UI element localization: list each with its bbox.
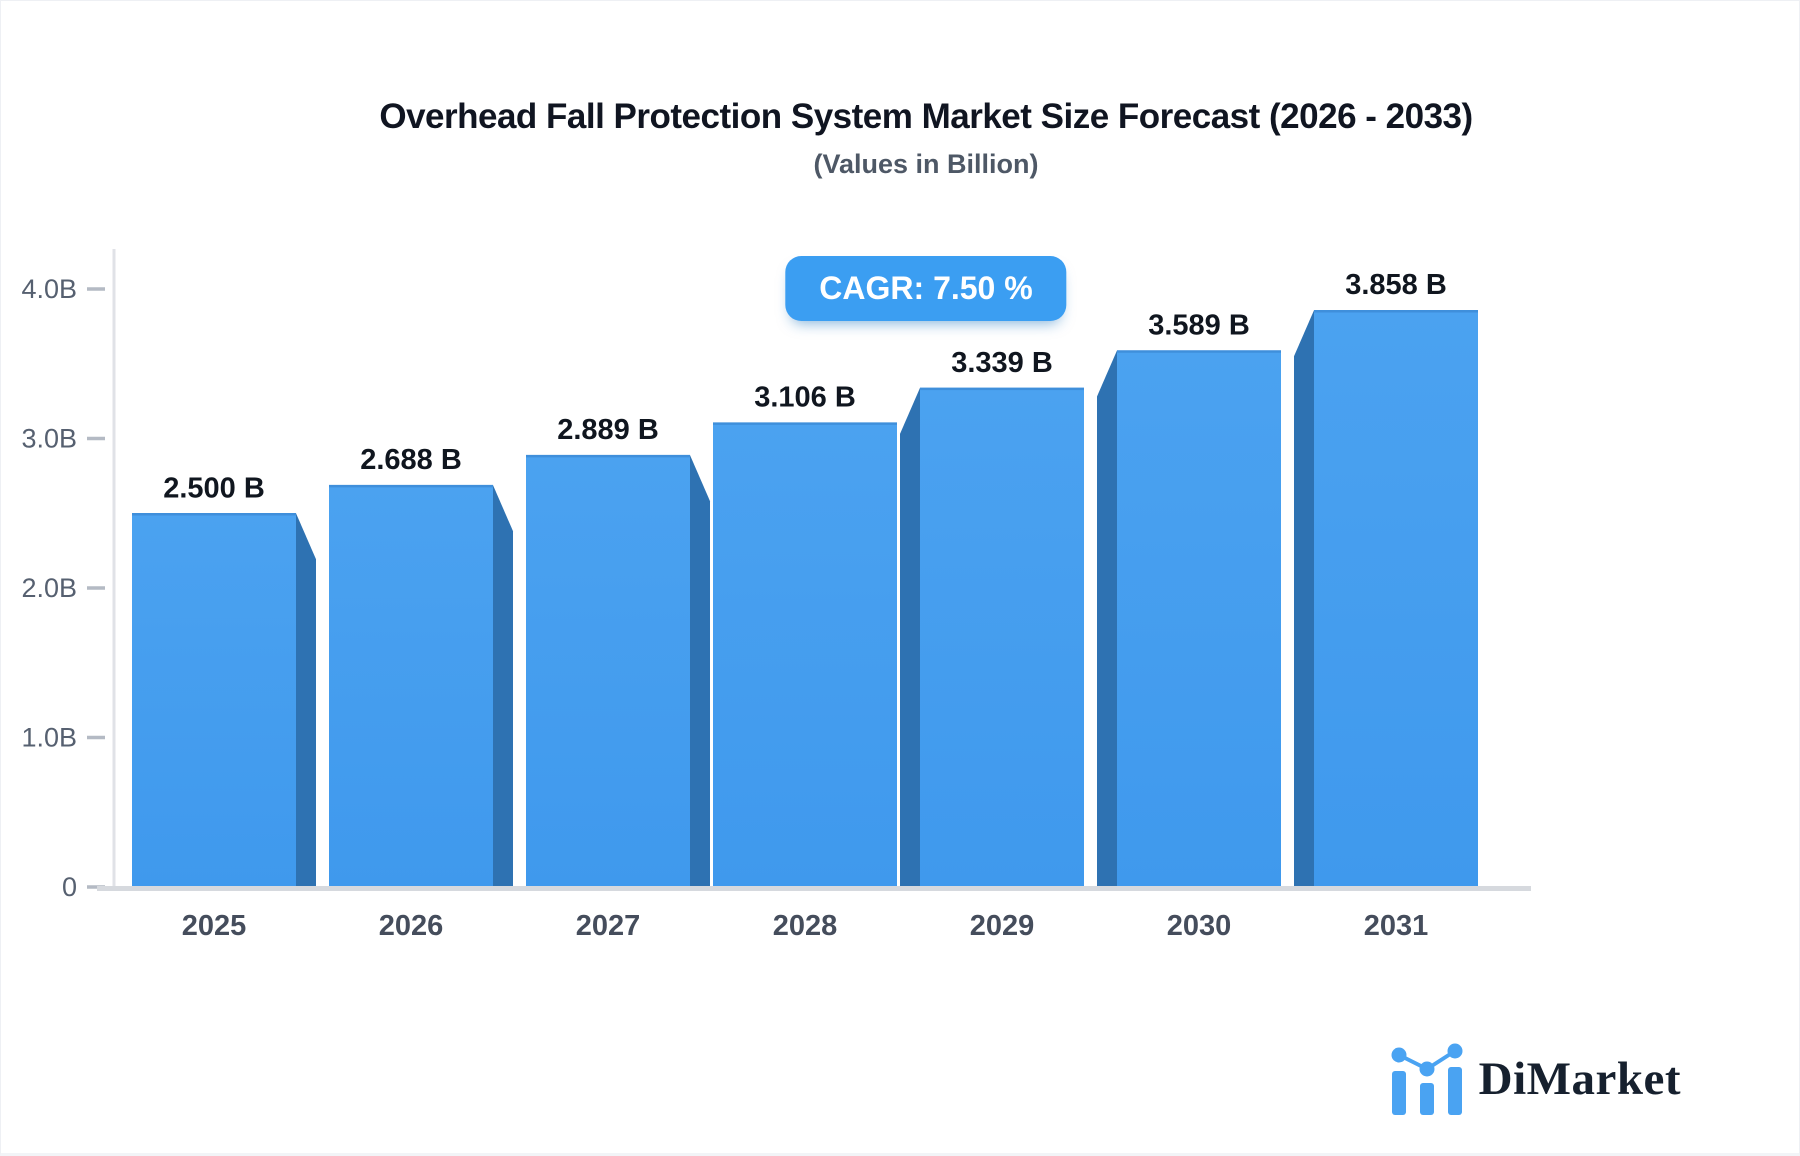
bar-chart: 4.0B 3.0B 2.0B 1.0B 0 2.500 B 2025 2.688 B 2026 2… <box>21 249 1531 942</box>
bar-value-label: 2.889 B <box>557 414 659 446</box>
bar-value-label: 2.688 B <box>360 444 462 476</box>
logo-bar <box>1447 1067 1462 1115</box>
x-axis-label: 2027 <box>576 910 641 942</box>
cagr-badge: CAGR: 7.50 % <box>785 256 1067 321</box>
y-tick-label: 1.0B <box>21 723 77 753</box>
logo-dot <box>1447 1043 1463 1059</box>
x-axis-label: 2030 <box>1167 910 1232 942</box>
x-axis-label: 2029 <box>970 910 1035 942</box>
bar <box>1314 310 1478 887</box>
bar-side <box>493 485 513 887</box>
dimarket-logo: DiMarket <box>1389 1041 1681 1117</box>
logo-bar <box>1419 1083 1434 1115</box>
y-tick-label: 4.0B <box>21 274 77 304</box>
y-tick-label: 3.0B <box>21 424 77 454</box>
bar-side <box>1097 350 1117 888</box>
logo-dot <box>1391 1047 1407 1063</box>
bar-side <box>296 513 316 887</box>
logo-dot <box>1419 1061 1435 1077</box>
bar-side <box>690 455 710 887</box>
chart-title: Overhead Fall Protection System Market S… <box>379 97 1473 136</box>
bar <box>1117 350 1281 888</box>
logo-text: DiMarket <box>1478 1053 1681 1105</box>
bar-value-label: 2.500 B <box>163 472 265 504</box>
x-axis-label: 2025 <box>182 910 247 942</box>
bar <box>920 387 1084 887</box>
chart-subtitle: (Values in Billion) <box>813 149 1039 179</box>
bar <box>329 485 493 887</box>
bar-side <box>900 387 920 887</box>
bar <box>713 422 897 887</box>
x-axis-baseline <box>97 886 1531 891</box>
bar-side <box>1294 310 1314 887</box>
x-axis-label: 2031 <box>1364 910 1429 942</box>
x-axis-label: 2026 <box>379 910 444 942</box>
logo-bar <box>1391 1071 1406 1115</box>
bar <box>132 513 296 887</box>
bar-value-label: 3.858 B <box>1345 269 1447 301</box>
bar-value-label: 3.106 B <box>754 382 856 414</box>
bar <box>526 455 690 887</box>
y-tick-label: 2.0B <box>21 573 77 603</box>
bar-value-label: 3.589 B <box>1148 309 1250 341</box>
y-tick-label: 0 <box>62 872 77 902</box>
bar-value-label: 3.339 B <box>951 347 1053 379</box>
x-axis-label: 2028 <box>773 910 838 942</box>
bar-chart-logo-icon <box>1391 1043 1463 1115</box>
